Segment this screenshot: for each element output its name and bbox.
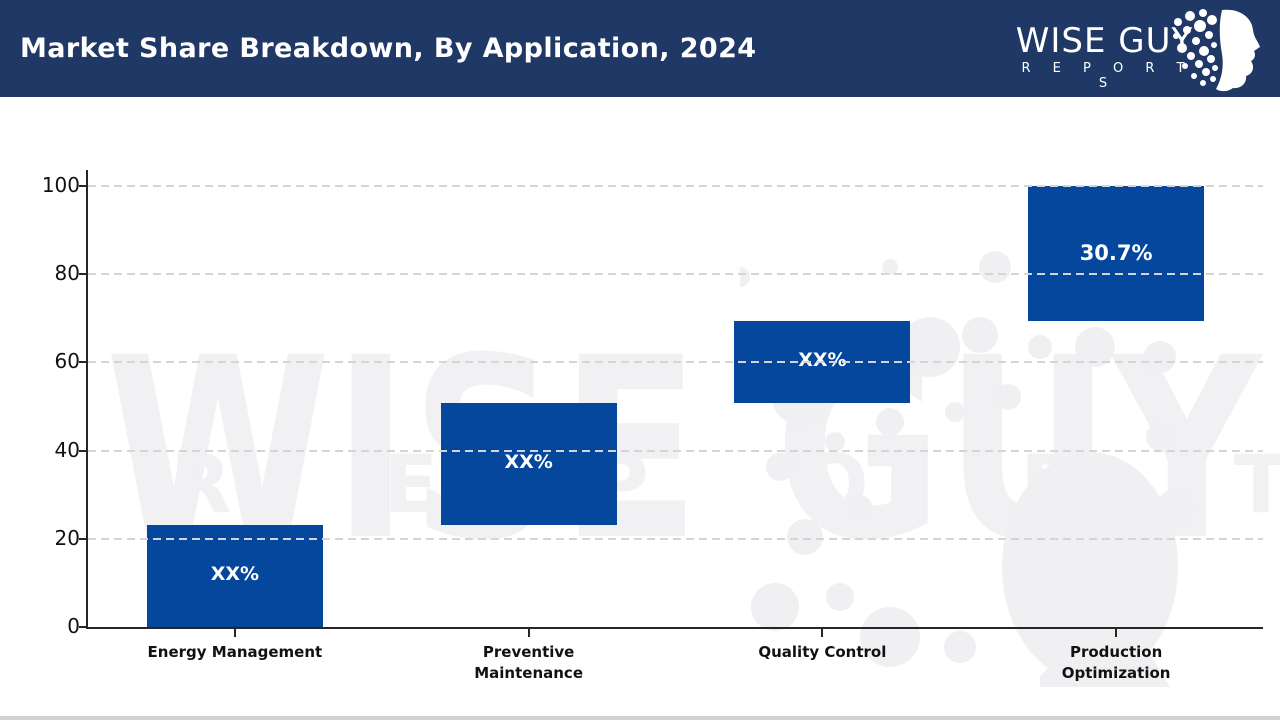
y-tick-label: 40 [54, 437, 80, 462]
y-tick-label: 80 [54, 261, 80, 286]
logo-text: WISE GUY R E P O R T S [1012, 24, 1197, 91]
x-axis-line [86, 627, 1263, 629]
plot-area: 0 20 40 60 80 100 XX% Energy Management XX% Preve… [42, 170, 1263, 682]
wise-guy-logo: WISE GUY R E P O R T S [1012, 8, 1262, 92]
gridline [88, 273, 1263, 276]
y-tick-mark [79, 185, 86, 187]
y-tick-mark [79, 273, 86, 276]
header-band: Market Share Breakdown, By Application, … [0, 0, 1280, 97]
bar-segment: XX% [440, 402, 617, 526]
x-tick-mark [1115, 629, 1118, 637]
chart-title: Market Share Breakdown, By Application, … [20, 33, 757, 64]
gridline [88, 361, 1263, 364]
category-label: Quality Control [758, 643, 887, 661]
y-tick-label: 0 [67, 614, 80, 638]
bottom-border [0, 716, 1280, 720]
y-tick-mark [79, 626, 86, 628]
bar-segment: 30.7% [1028, 186, 1205, 322]
x-tick-mark [233, 629, 236, 637]
bar-segment: XX% [146, 525, 323, 627]
x-tick-mark [527, 629, 530, 637]
gridline [88, 185, 1263, 187]
bar-value-label: XX% [798, 349, 847, 372]
category-label: Energy Management [147, 643, 323, 661]
y-tick-label: 20 [54, 525, 80, 550]
gridline [88, 537, 1263, 540]
x-tick-mark [821, 629, 824, 637]
bar-value-label: 30.7% [1079, 240, 1153, 265]
y-tick-label: 60 [54, 349, 80, 374]
logo-wordmark: WISE GUY [1015, 21, 1194, 61]
logo-face-icon [1173, 9, 1260, 92]
gridline [88, 449, 1263, 452]
bar-value-label: XX% [504, 451, 553, 474]
y-tick-label: 100 [41, 173, 80, 197]
y-tick-mark [79, 361, 86, 364]
y-tick-mark [79, 449, 86, 452]
category-label: Production Optimization [1061, 643, 1171, 682]
y-axis-line [86, 170, 88, 629]
category-label: Preventive Maintenance [474, 643, 583, 682]
bar-value-label: XX% [210, 563, 260, 586]
y-tick-mark [79, 537, 86, 540]
logo-subtitle: R E P O R T S [1021, 61, 1194, 91]
